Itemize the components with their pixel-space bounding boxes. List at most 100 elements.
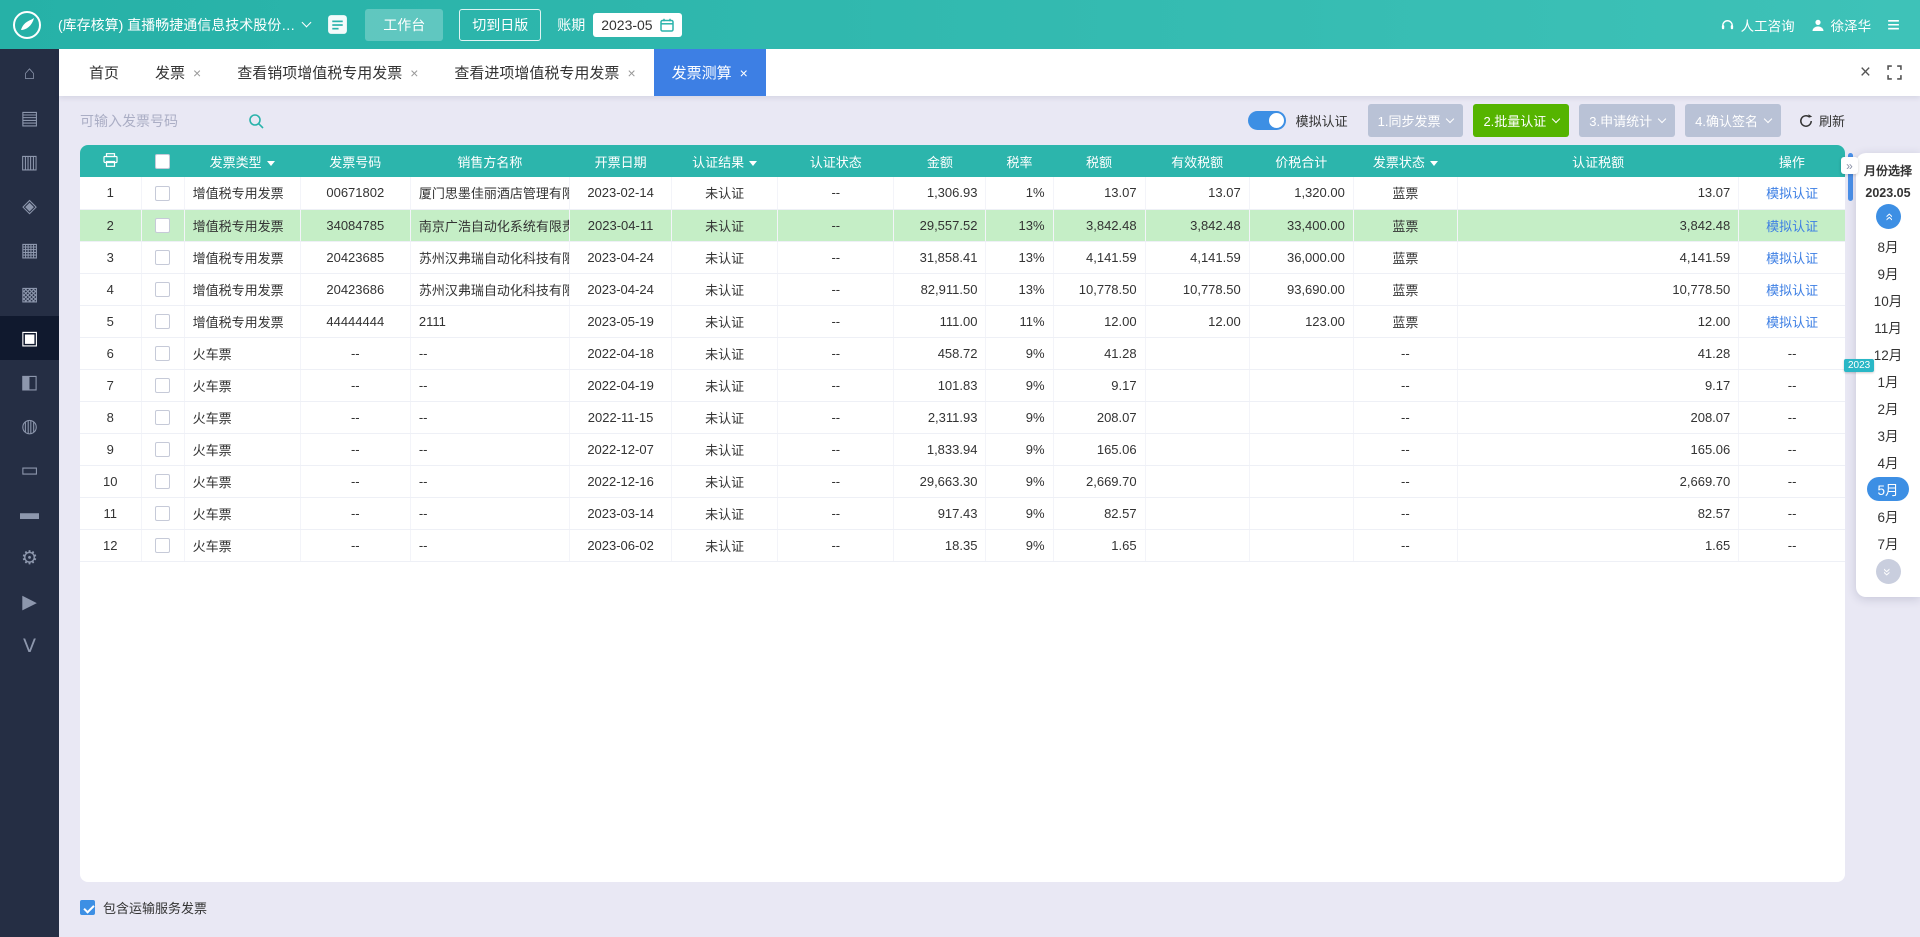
month-item[interactable]: 9月 [1856, 259, 1920, 286]
table-row[interactable]: 12 火车票 -- -- 2023-06-02 未认证 -- 18.35 9% 1.65 -- 1.6… [80, 529, 1845, 562]
month-item[interactable]: 5月 [1856, 475, 1920, 502]
col-header-rownum[interactable] [80, 145, 142, 177]
col-header-total[interactable]: 价税合计 [1249, 145, 1354, 177]
tab-close-icon[interactable] [740, 66, 748, 80]
row-checkbox[interactable] [155, 410, 171, 426]
row-checkbox[interactable] [155, 314, 171, 330]
month-item[interactable]: 6月 [1856, 502, 1920, 529]
tab[interactable]: 查看进项增值税专用发票 [436, 49, 653, 96]
tab-close-icon[interactable] [410, 66, 418, 80]
col-header-type[interactable]: 发票类型 [184, 145, 301, 177]
table-row[interactable]: 5 增值税专用发票 44444444 2111 2023-05-19 未认证 -- 111.0… [80, 305, 1845, 338]
month-item[interactable]: 11月 [1856, 313, 1920, 340]
scroll-months-up-button[interactable] [1875, 204, 1901, 229]
row-checkbox[interactable] [155, 506, 171, 522]
sidebar-item-purchase-sales[interactable]: ▣ [0, 316, 59, 360]
action-button[interactable]: 1.同步发票 [1367, 104, 1464, 137]
tab[interactable]: 发票测算 [653, 49, 766, 96]
month-item[interactable]: 3月 [1856, 421, 1920, 448]
sidebar-item-home[interactable]: ⌂ [0, 52, 59, 96]
tab-close-icon[interactable] [193, 66, 201, 80]
table-row[interactable]: 8 火车票 -- -- 2022-11-15 未认证 -- 2,311.93 9% 208.07-… [80, 401, 1845, 434]
action-button[interactable]: 2.批量认证 [1473, 104, 1570, 137]
tab[interactable]: 发票 [137, 49, 219, 96]
col-header-result[interactable]: 认证结果 [671, 145, 778, 177]
sidebar-item-assets[interactable]: ▦ [0, 228, 59, 272]
period-selector[interactable]: 2023-05 [593, 12, 682, 37]
table-row[interactable]: 1 增值税专用发票 00671802 厦门思墨佳丽酒店管理有限 2023-02-14 未认… [80, 177, 1845, 210]
sidebar-item-checkout[interactable]: ▭ [0, 448, 59, 492]
col-header-tax[interactable]: 税额 [1053, 145, 1146, 177]
select-all-checkbox[interactable] [155, 154, 171, 170]
sidebar-item-modules[interactable]: ▩ [0, 272, 59, 316]
refresh-button[interactable]: 刷新 [1799, 111, 1845, 130]
simulate-auth-link[interactable]: 模拟认证 [1766, 282, 1819, 298]
tab[interactable]: 查看销项增值税专用发票 [219, 49, 436, 96]
row-checkbox[interactable] [155, 442, 171, 458]
consult-button[interactable]: 人工咨询 [1720, 15, 1795, 35]
col-header-amount[interactable]: 金额 [893, 145, 986, 177]
col-header-check[interactable] [141, 145, 185, 177]
sidebar-item-vouchers[interactable]: ▤ [0, 96, 59, 140]
month-item[interactable]: 2月 [1856, 394, 1920, 421]
month-item[interactable]: 12月 [1856, 340, 1920, 367]
table-row[interactable]: 10 火车票 -- -- 2022-12-16 未认证 -- 29,663.30 9% 2,669… [80, 465, 1845, 498]
table-row[interactable]: 6 火车票 -- -- 2022-04-18 未认证 -- 458.72 9% 41.28 -- 41… [80, 337, 1845, 370]
table-row[interactable]: 3 增值税专用发票 20423685 苏州汉弗瑞自动化科技有限 2023-04-24 未认… [80, 241, 1845, 274]
month-item[interactable]: 2023 1月 [1844, 359, 1920, 394]
col-header-action[interactable]: 操作 [1738, 145, 1845, 177]
table-row[interactable]: 7 火车票 -- -- 2022-04-19 未认证 -- 101.83 9% 9.17 -- 9.1… [80, 369, 1845, 402]
sidebar-item-brand[interactable]: Ⅴ [0, 624, 59, 668]
col-header-date[interactable]: 开票日期 [569, 145, 672, 177]
fullscreen-icon[interactable] [1887, 65, 1902, 80]
col-header-rate[interactable]: 税率 [985, 145, 1054, 177]
sidebar-item-inventory[interactable]: ◧ [0, 360, 59, 404]
user-menu[interactable]: 徐泽华 [1811, 15, 1871, 35]
col-header-valid_tax[interactable]: 有效税额 [1145, 145, 1250, 177]
sidebar-item-reports[interactable]: ▥ [0, 140, 59, 184]
month-item[interactable]: 7月 [1856, 529, 1920, 556]
workbench-button[interactable]: 工作台 [365, 8, 444, 41]
col-header-seller[interactable]: 销售方名称 [410, 145, 570, 177]
row-checkbox[interactable] [155, 185, 171, 201]
sidebar-item-training[interactable]: ▶ [0, 580, 59, 624]
col-header-invoice_status[interactable]: 发票状态 [1353, 145, 1458, 177]
table-row[interactable]: 4 增值税专用发票 20423686 苏州汉弗瑞自动化科技有限 2023-04-24 未认… [80, 273, 1845, 306]
row-checkbox[interactable] [155, 218, 171, 234]
simulate-auth-toggle[interactable] [1247, 111, 1286, 130]
company-selector[interactable]: (库存核算) 直播畅捷通信息技术股份… [58, 15, 312, 35]
switch-version-button[interactable]: 切到日版 [459, 8, 542, 41]
sidebar-item-production[interactable]: ◍ [0, 404, 59, 448]
col-header-number[interactable]: 发票号码 [300, 145, 411, 177]
simulate-auth-link[interactable]: 模拟认证 [1766, 186, 1819, 202]
collapse-panel-button[interactable]: » [1841, 157, 1858, 174]
vertical-scrollbar-thumb[interactable] [1848, 153, 1853, 201]
month-item[interactable]: 8月 [1856, 232, 1920, 259]
row-checkbox[interactable] [155, 538, 171, 554]
sidebar-item-archives[interactable]: ▬ [0, 492, 59, 536]
table-row[interactable]: 9 火车票 -- -- 2022-12-07 未认证 -- 1,833.94 9% 165.06-… [80, 433, 1845, 466]
col-header-status[interactable]: 认证状态 [777, 145, 894, 177]
scroll-months-down-button[interactable] [1875, 559, 1901, 584]
row-checkbox[interactable] [155, 282, 171, 298]
simulate-auth-link[interactable]: 模拟认证 [1766, 314, 1819, 330]
search-input[interactable] [80, 112, 240, 129]
tab-close-icon[interactable] [627, 66, 635, 80]
action-button[interactable]: 3.申请统计 [1579, 104, 1676, 137]
row-checkbox[interactable] [155, 346, 171, 362]
menu-icon[interactable] [1887, 14, 1900, 36]
include-transport-checkbox[interactable] [80, 900, 95, 915]
search-icon[interactable] [248, 113, 264, 129]
simulate-auth-link[interactable]: 模拟认证 [1766, 250, 1819, 266]
table-row[interactable]: 11 火车票 -- -- 2023-03-14 未认证 -- 917.43 9% 82.57 -- 8… [80, 497, 1845, 530]
month-item[interactable]: 10月 [1856, 286, 1920, 313]
row-checkbox[interactable] [155, 378, 171, 394]
month-item[interactable]: 4月 [1856, 448, 1920, 475]
row-checkbox[interactable] [155, 250, 171, 266]
sidebar-item-settings[interactable]: ⚙ [0, 536, 59, 580]
sidebar-item-funds[interactable]: ◈ [0, 184, 59, 228]
close-all-tabs-icon[interactable] [1860, 63, 1871, 82]
tab[interactable]: 首页 [71, 49, 137, 96]
row-checkbox[interactable] [155, 474, 171, 490]
bulletin-icon[interactable] [326, 13, 349, 36]
